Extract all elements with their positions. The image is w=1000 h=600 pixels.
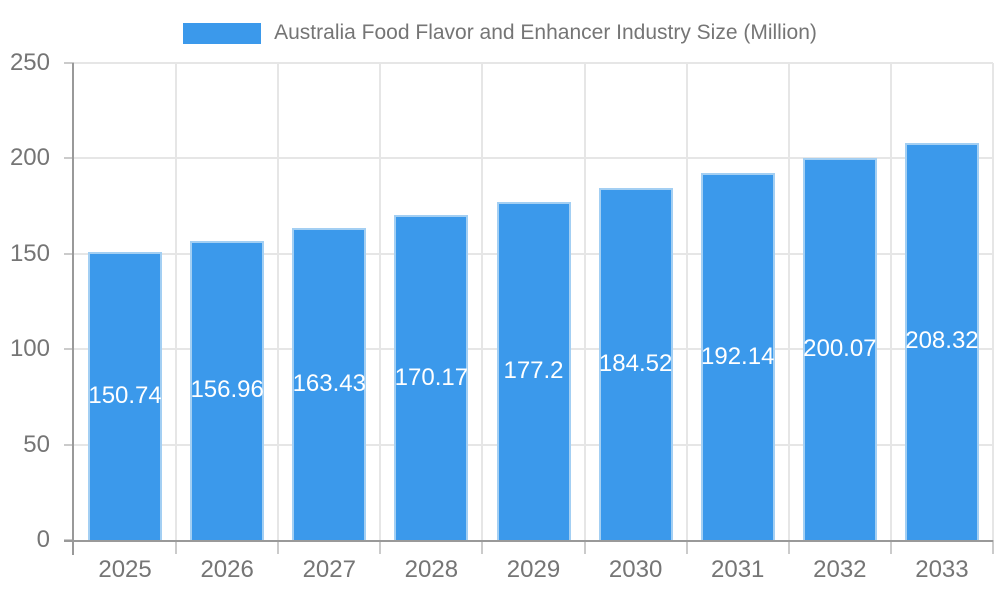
x-axis-tick-label: 2032 xyxy=(813,556,867,583)
bar[interactable] xyxy=(394,215,469,540)
y-axis-tick-label: 200 xyxy=(9,144,50,172)
bar[interactable] xyxy=(190,240,265,540)
bar[interactable] xyxy=(292,228,367,540)
x-gridline xyxy=(379,63,382,540)
x-axis-tick-label: 2026 xyxy=(200,556,254,583)
bar-value-label: 192.14 xyxy=(701,342,775,370)
x-gridline xyxy=(583,63,586,540)
x-tickmark xyxy=(787,540,790,554)
legend-label: Australia Food Flavor and Enhancer Indus… xyxy=(274,21,817,44)
y-axis-tick-label: 0 xyxy=(36,526,50,553)
x-axis-tick-label: 2027 xyxy=(302,556,356,583)
bar-value-label: 156.96 xyxy=(190,376,264,404)
bar[interactable] xyxy=(496,201,571,540)
x-tickmark xyxy=(175,540,178,554)
x-axis-tick-label: 2025 xyxy=(98,556,152,583)
x-axis-tick-label: 2029 xyxy=(506,556,561,583)
y-axis-tick-label: 250 xyxy=(9,49,50,76)
x-tickmark xyxy=(481,540,484,554)
x-gridline xyxy=(787,63,790,540)
y-tickmark xyxy=(64,443,74,446)
bar[interactable] xyxy=(598,187,673,540)
x-gridline xyxy=(277,63,280,540)
x-gridline xyxy=(175,63,178,540)
bar-value-label: 208.32 xyxy=(905,327,979,355)
legend[interactable]: Australia Food Flavor and Enhancer Indus… xyxy=(0,21,1000,45)
x-axis-tick-label: 2030 xyxy=(608,556,663,583)
y-tickmark xyxy=(64,62,74,64)
legend-swatch-icon xyxy=(183,22,262,44)
y-axis-line xyxy=(72,63,74,555)
x-tickmark xyxy=(583,540,586,554)
bar[interactable] xyxy=(904,142,979,540)
y-gridline xyxy=(74,62,993,64)
bar[interactable] xyxy=(88,252,163,540)
x-gridline xyxy=(685,63,688,540)
bar-value-label: 200.07 xyxy=(803,335,877,363)
x-axis-tick-label: 2031 xyxy=(711,556,765,583)
x-axis-tick-label: 2028 xyxy=(404,556,459,583)
x-tickmark xyxy=(889,540,892,554)
bar-value-label: 150.74 xyxy=(88,382,162,410)
x-tickmark xyxy=(685,540,688,554)
bar-value-label: 184.52 xyxy=(598,349,673,377)
y-axis-tick-label: 50 xyxy=(23,430,50,458)
bar[interactable] xyxy=(700,173,775,540)
y-tickmark xyxy=(64,252,74,255)
x-axis-line xyxy=(64,540,993,542)
x-gridline xyxy=(992,63,994,540)
x-gridline xyxy=(889,63,892,540)
bar-value-label: 170.17 xyxy=(394,363,469,391)
x-gridline xyxy=(481,63,484,540)
y-gridline xyxy=(74,157,993,160)
x-tickmark xyxy=(992,540,994,554)
x-tickmark xyxy=(379,540,382,554)
bar-value-label: 163.43 xyxy=(292,370,366,398)
x-tickmark xyxy=(277,540,280,554)
y-axis-tick-label: 150 xyxy=(9,239,50,267)
bar[interactable] xyxy=(802,158,877,540)
x-axis-tick-label: 2033 xyxy=(915,556,969,583)
y-tickmark xyxy=(64,348,74,351)
y-tickmark xyxy=(64,157,74,160)
y-axis-tick-label: 100 xyxy=(9,335,50,363)
bar-value-label: 177.2 xyxy=(503,356,564,384)
